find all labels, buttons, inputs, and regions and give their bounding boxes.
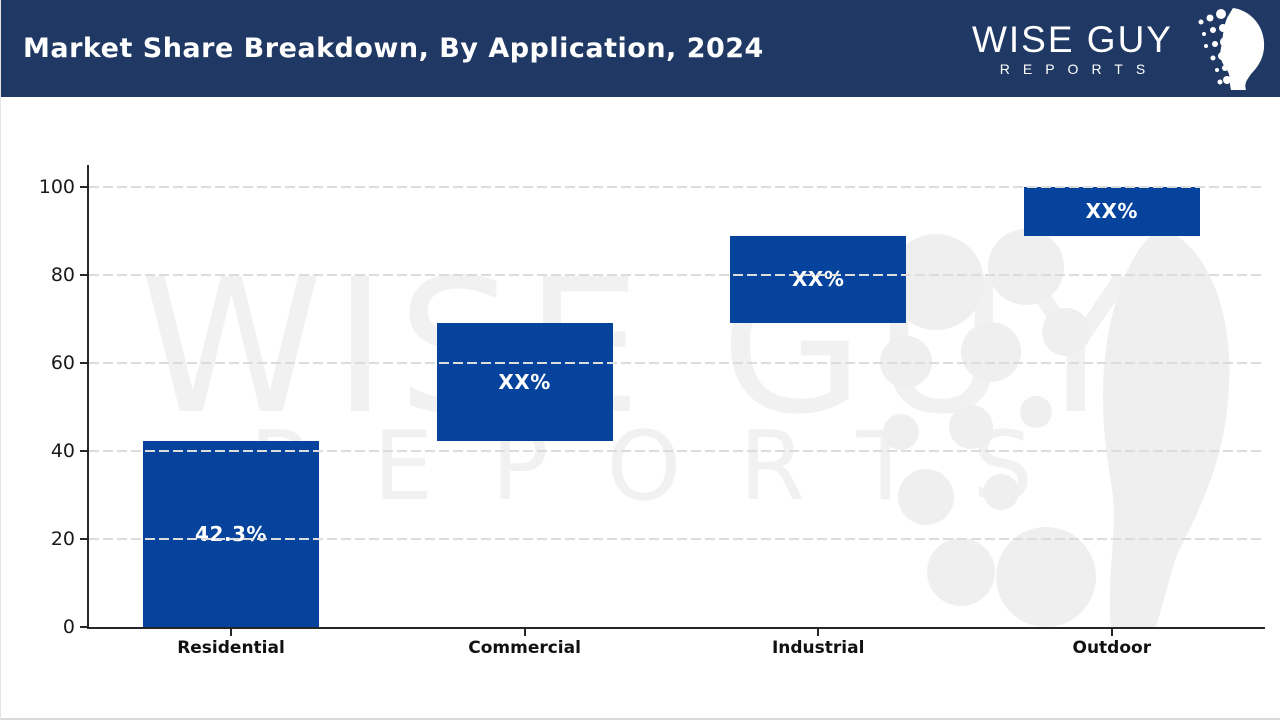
logo-wordmark: WISE GUY <box>971 18 1173 60</box>
x-tick-outdoor <box>1110 629 1113 636</box>
plot: 0 20 40 60 80 100 42.3% Residential XX% Commercia… <box>1 97 1280 718</box>
x-category-label: Residential <box>177 638 285 658</box>
y-tick-label: 60 <box>50 352 75 374</box>
y-tick-label: 0 <box>62 616 75 638</box>
y-tick-0 <box>80 626 88 628</box>
gridline-80 <box>89 274 1265 276</box>
bar-value-label: 42.3% <box>195 521 267 546</box>
y-tick-label: 100 <box>38 176 75 198</box>
x-category-label: Industrial <box>771 638 865 658</box>
y-tick-label: 20 <box>50 528 75 550</box>
y-tick-80 <box>80 274 88 276</box>
bar-value-label: XX% <box>498 369 551 394</box>
gridline-100 <box>89 186 1265 188</box>
y-tick-label: 80 <box>50 264 75 286</box>
gridline-20 <box>89 538 1265 540</box>
bar-value-label: XX% <box>1085 199 1138 224</box>
x-category-label: Commercial <box>468 638 581 658</box>
wise-guy-logo: WISE GUY REPORTS <box>972 7 1280 90</box>
y-tick-100 <box>80 186 88 188</box>
y-tick-60 <box>80 362 88 364</box>
x-tick-commercial <box>523 629 526 636</box>
y-axis <box>87 165 89 629</box>
chart-area: WISE GUY REPORTS 0 20 40 60 80 100 42.3% Reside… <box>1 97 1280 720</box>
logo-text: WISE GUY REPORTS <box>972 21 1173 77</box>
gridline-40 <box>89 450 1265 452</box>
bar-commercial: XX% <box>436 322 613 441</box>
logo-subtitle: REPORTS <box>999 60 1159 77</box>
watermark-head-icon <box>880 227 1230 627</box>
bar-value-label: XX% <box>791 267 845 292</box>
header: Market Share Breakdown, By Application, … <box>1 0 1280 97</box>
x-tick-residential <box>230 629 232 636</box>
y-tick-40 <box>80 450 88 452</box>
x-tick-industrial <box>817 629 820 636</box>
logo-head-icon <box>1198 7 1265 90</box>
y-tick-label: 40 <box>50 440 75 462</box>
x-axis <box>87 627 1265 629</box>
y-tick-20 <box>80 538 88 540</box>
bar-outdoor: XX% <box>1023 187 1200 236</box>
gridline-60 <box>89 362 1265 364</box>
bar-residential: 42.3% <box>143 440 319 627</box>
chart-title: Market Share Breakdown, By Application, … <box>23 33 764 64</box>
bar-industrial: XX% <box>730 235 907 323</box>
x-category-label: Outdoor <box>1072 638 1152 658</box>
